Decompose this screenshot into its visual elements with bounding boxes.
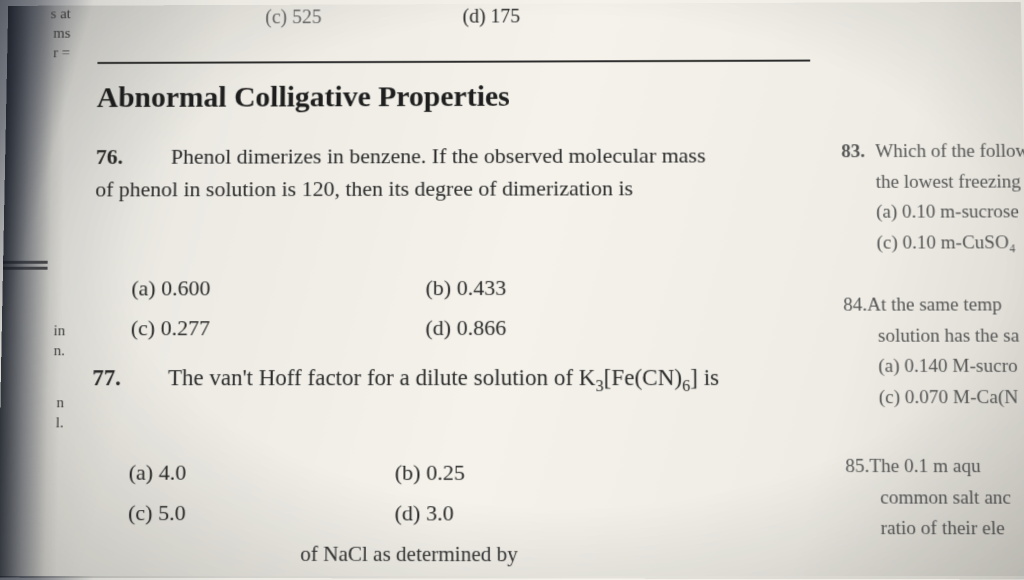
- question-number: 85.: [845, 456, 869, 477]
- bottom-cutoff-text: of NaCl as determined by: [300, 542, 518, 568]
- question-text-line3: ratio of their ele: [846, 515, 1024, 544]
- question-text-line1: At the same temp: [867, 294, 1002, 315]
- question-85-partial: 85.The 0.1 m aqu common salt anc ratio o…: [845, 453, 1024, 544]
- right-column-partial: 83.Which of the followin the lowest free…: [841, 138, 1024, 545]
- margin-frag-1: s at: [14, 6, 71, 24]
- option-c: (c) 0.070 M-Ca(N: [844, 383, 1024, 412]
- question-text-line1: Which of the followin: [875, 141, 1024, 162]
- question-84-partial: 84.At the same temp solution has the sa …: [843, 291, 1024, 412]
- question-number: 76.: [96, 140, 134, 173]
- question-number: 84.: [843, 295, 867, 316]
- question-77: 77.The van't Hoff factor for a dilute so…: [92, 360, 733, 400]
- section-heading: Abnormal Colligative Properties: [97, 80, 510, 115]
- margin-frag-3: r =: [13, 45, 70, 63]
- option-b: (b) 0.25: [395, 453, 465, 493]
- option-a: (a) 0.10 m-sucrose: [842, 198, 1024, 227]
- prev-option-c: (c) 525: [265, 7, 322, 30]
- section-divider: [97, 60, 810, 64]
- question-83-partial: 83.Which of the followin the lowest free…: [841, 138, 1024, 258]
- question-76: 76.Phenol dimerizes in benzene. If the o…: [95, 139, 712, 206]
- prev-option-d: (d) 175: [463, 6, 521, 29]
- question-number: 77.: [92, 360, 130, 397]
- option-a: (a) 4.0: [128, 453, 389, 493]
- question-77-options: (a) 4.0 (b) 0.25 (c) 5.0 (d) 3.0: [128, 453, 465, 533]
- margin-frag-5: in: [8, 322, 66, 340]
- option-a: (a) 0.600: [131, 268, 420, 308]
- margin-frag-6: n.: [7, 342, 65, 360]
- page-content: (c) 525 (d) 175 Abnormal Colligative Pro…: [89, 2, 1024, 580]
- option-c: (c) 0.10 m-CuSO₄: [842, 229, 1024, 258]
- margin-frag-7: n: [6, 394, 64, 412]
- left-margin-text: s at ms r = in n. n l.: [6, 6, 71, 435]
- option-a: (a) 0.140 M-sucro: [844, 353, 1024, 382]
- question-76-options: (a) 0.600 (b) 0.433 (c) 0.277 (d) 0.866: [131, 268, 507, 347]
- option-c: (c) 0.277: [131, 308, 420, 348]
- question-text-line2: common salt anc: [846, 484, 1024, 513]
- question-number: 83.: [841, 138, 875, 166]
- question-text: Phenol dimerizes in benzene. If the obse…: [95, 143, 705, 202]
- option-b: (b) 0.433: [426, 268, 507, 308]
- question-text: The van't Hoff factor for a dilute solut…: [130, 365, 719, 390]
- question-text-line2: solution has the sa: [843, 322, 1024, 351]
- margin-frag-2: ms: [13, 25, 70, 43]
- textbook-page: s at ms r = in n. n l. (c) 525 (d) 175 A…: [0, 2, 1024, 580]
- option-d: (d) 3.0: [395, 493, 454, 533]
- question-text-line2: the lowest freezing p: [841, 168, 1024, 197]
- option-c: (c) 5.0: [128, 492, 389, 532]
- option-d: (d) 0.866: [425, 308, 506, 348]
- question-text-line1: The 0.1 m aqu: [869, 456, 981, 477]
- margin-frag-8: l.: [6, 414, 64, 432]
